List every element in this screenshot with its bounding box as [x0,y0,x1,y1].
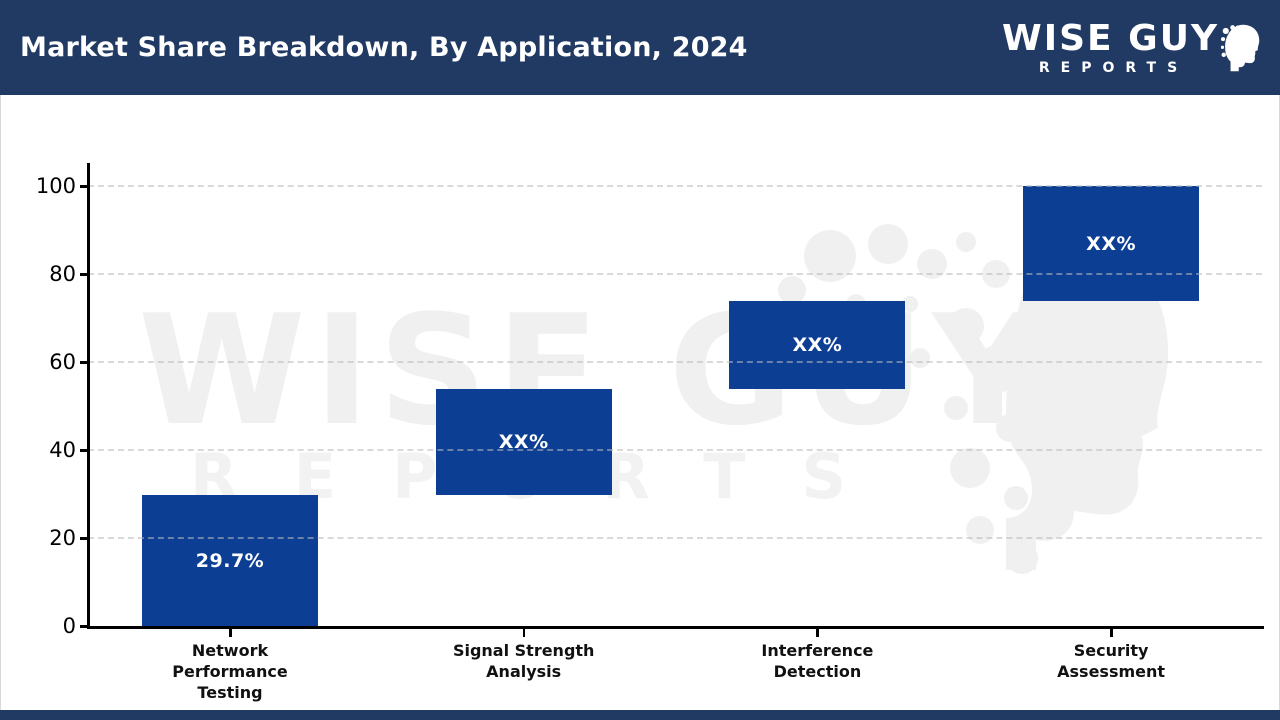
x-category-line: Security [1073,641,1149,660]
x-category-line: Detection [773,662,862,681]
x-category-line: Testing [197,683,263,702]
y-tick-label: 60 [49,350,76,374]
x-category-label: Signal Strength Analysis [453,640,595,682]
header-bar: Market Share Breakdown, By Application, … [0,0,1280,95]
x-axis-tick [522,629,526,637]
bar-value-label: XX% [792,334,843,357]
y-tick-label: 80 [49,262,76,286]
bar-value-label: 29.7% [195,549,265,572]
y-axis-tick [80,273,88,276]
brand-name: WISE GUY [1002,18,1220,59]
x-category-label: Security Assessment [1057,640,1165,682]
x-category-line: Performance [172,662,288,681]
x-category-line: Signal Strength [452,641,595,660]
x-category-label: Interference Detection [761,640,873,682]
brand-logo: WISE GUY REPORTS [1002,6,1262,90]
bar [435,389,612,496]
gridline [88,537,1262,539]
y-axis-tick [80,361,88,364]
y-axis-line [87,163,90,627]
y-axis-tick [80,537,88,540]
y-axis-tick [80,625,88,628]
gridline [88,185,1262,187]
x-category-line: Analysis [486,662,562,681]
bar [729,301,906,390]
y-tick-label: 20 [49,526,76,550]
brand-face-icon [1221,24,1260,72]
x-category-line: Network [191,641,269,660]
y-tick-label: 0 [62,614,76,638]
brand-subname: REPORTS [1038,60,1189,76]
footer-bar [0,710,1280,720]
bar [142,495,318,626]
watermark-face-icon [778,224,1169,574]
y-tick-label: 100 [35,174,76,198]
y-axis-tick [80,449,88,452]
x-axis-tick [229,629,232,637]
x-category-line: Assessment [1057,662,1166,681]
gridline [88,361,1262,363]
y-axis-tick [80,185,88,188]
page-title: Market Share Breakdown, By Application, … [20,32,748,63]
x-axis-line [87,626,1264,629]
bar-value-label: XX% [1086,232,1137,255]
brand-logo-text: WISE GUY REPORTS [1002,18,1220,77]
gridline [88,273,1262,275]
bar [1023,186,1200,302]
x-category-label: Network Performance Testing [172,640,288,703]
bar-value-label: XX% [498,431,549,454]
x-axis-tick [816,629,819,637]
gridline [88,449,1262,451]
x-category-line: Interference [761,641,874,660]
x-axis-tick [1110,629,1113,637]
y-tick-label: 40 [49,438,76,462]
